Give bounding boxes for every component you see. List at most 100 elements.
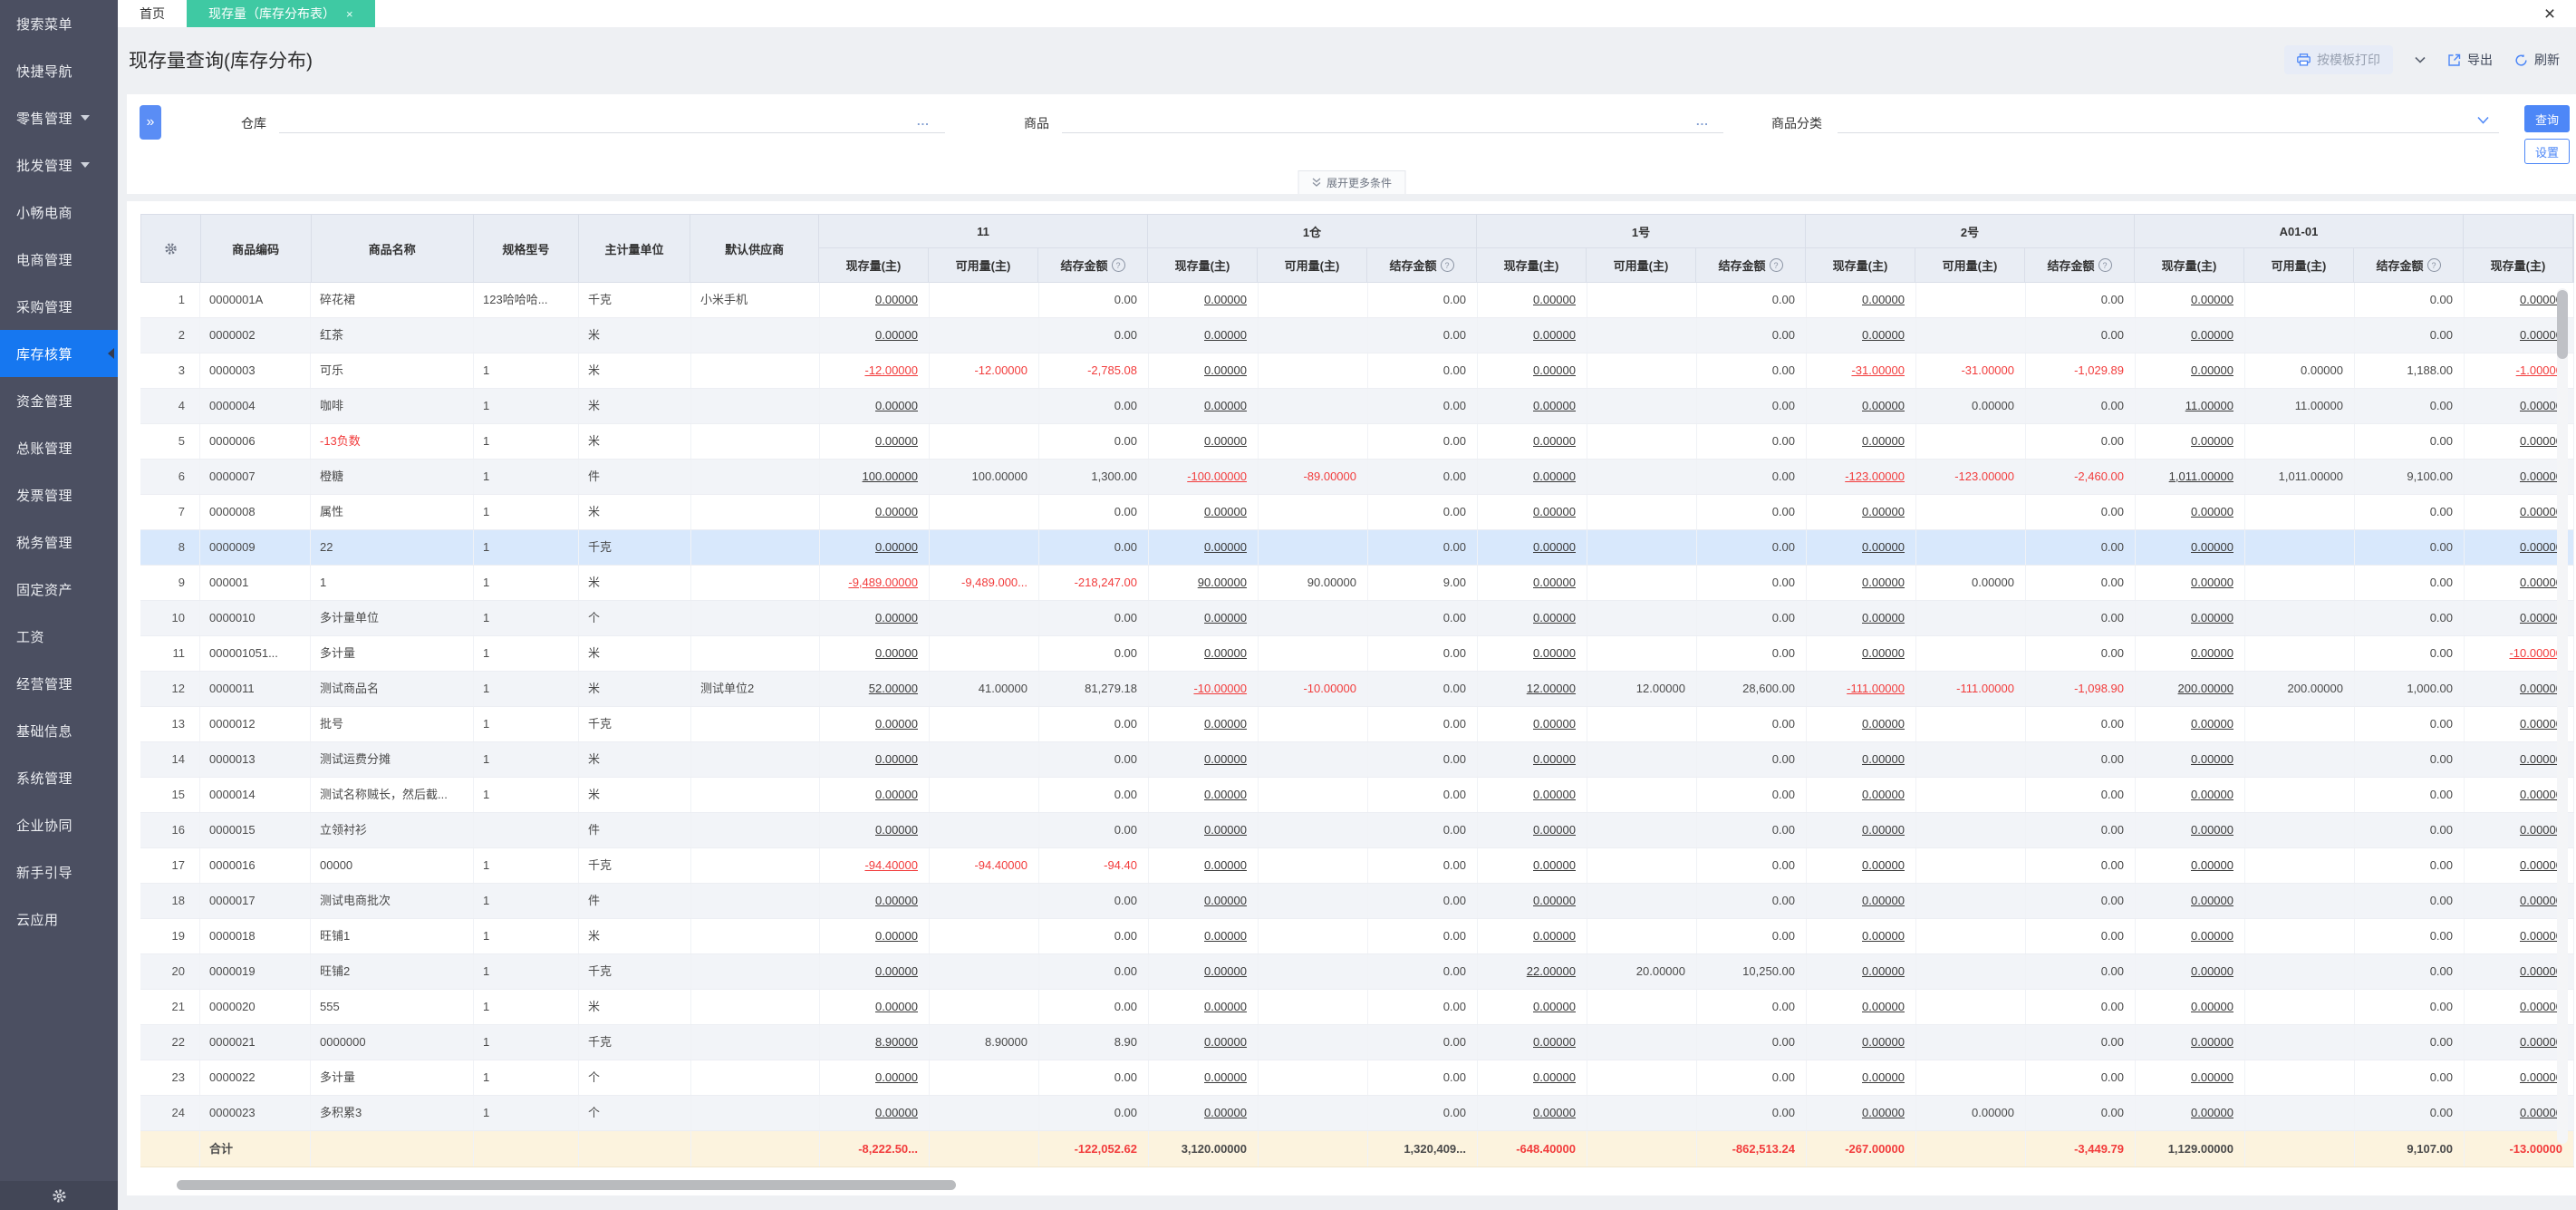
- stock-qty-link[interactable]: 0.00000: [1533, 788, 1576, 801]
- close-icon[interactable]: ×: [2543, 4, 2556, 24]
- stock-qty-link[interactable]: 0.00000: [875, 611, 918, 624]
- stock-qty-link[interactable]: 0.00000: [1533, 540, 1576, 554]
- stock-qty-link[interactable]: 0.00000: [1862, 858, 1905, 872]
- stock-qty-link[interactable]: 0.00000: [1533, 576, 1576, 589]
- stock-qty-link[interactable]: 0.00000: [2520, 1106, 2562, 1119]
- stock-qty-link[interactable]: 0.00000: [875, 540, 918, 554]
- stock-qty-link[interactable]: -1.00000: [2515, 363, 2562, 377]
- stock-qty-link[interactable]: 0.00000: [875, 823, 918, 837]
- stock-qty-link[interactable]: 0.00000: [1533, 646, 1576, 660]
- stock-qty-link[interactable]: 200.00000: [2177, 682, 2233, 695]
- stock-qty-link[interactable]: 0.00000: [1862, 1106, 1905, 1119]
- stock-qty-link[interactable]: 0.00000: [2520, 1035, 2562, 1049]
- category-chevron-down-icon[interactable]: [2477, 116, 2489, 124]
- stock-qty-link[interactable]: 0.00000: [2520, 1000, 2562, 1013]
- stock-qty-link[interactable]: 0.00000: [2191, 1000, 2233, 1013]
- sidebar-item-零售管理[interactable]: 零售管理: [0, 94, 118, 141]
- stock-qty-link[interactable]: 0.00000: [1204, 434, 1247, 448]
- stock-qty-link[interactable]: 0.00000: [875, 328, 918, 342]
- stock-qty-link[interactable]: 8.90000: [875, 1035, 918, 1049]
- table-row[interactable]: 15 0000014 测试名称贼长，然后截... 1 米 0.00000 0.00 0.000…: [140, 778, 2574, 813]
- table-row[interactable]: 24 0000023 多积累3 1 个 0.00000 0.00 0.00000 0.00 0.0…: [140, 1096, 2574, 1131]
- table-row[interactable]: 10 0000010 多计量单位 1 个 0.00000 0.00 0.00000 0.00 0.…: [140, 601, 2574, 636]
- stock-qty-link[interactable]: -10.00000: [2509, 646, 2562, 660]
- query-button[interactable]: 查询: [2524, 105, 2570, 132]
- stock-qty-link[interactable]: 0.00000: [1533, 752, 1576, 766]
- stock-qty-link[interactable]: 0.00000: [875, 788, 918, 801]
- sidebar-item-库存核算[interactable]: 库存核算: [0, 330, 118, 377]
- sidebar-item-采购管理[interactable]: 采购管理: [0, 283, 118, 330]
- table-row[interactable]: 19 0000018 旺铺1 1 米 0.00000 0.00 0.00000 0.00 0.00…: [140, 919, 2574, 954]
- stock-qty-link[interactable]: 12.00000: [1526, 682, 1576, 695]
- stock-qty-link[interactable]: 0.00000: [2520, 434, 2562, 448]
- stock-qty-link[interactable]: 0.00000: [2191, 894, 2233, 907]
- stock-qty-link[interactable]: -111.00000: [1847, 682, 1905, 695]
- warehouse-picker-ellipsis[interactable]: ...: [917, 114, 930, 128]
- sidebar-item-批发管理[interactable]: 批发管理: [0, 141, 118, 189]
- stock-qty-link[interactable]: 0.00000: [1533, 505, 1576, 518]
- stock-qty-link[interactable]: 0.00000: [1862, 1035, 1905, 1049]
- sidebar-item-快捷导航[interactable]: 快捷导航: [0, 47, 118, 94]
- table-row[interactable]: 12 0000011 测试商品名 1 米测试单位2 52.00000 41.00000 81,…: [140, 672, 2574, 707]
- sidebar-item-经营管理[interactable]: 经营管理: [0, 660, 118, 707]
- table-row[interactable]: 14 0000013 测试运费分摊 1 米 0.00000 0.00 0.00000 0.00 0…: [140, 742, 2574, 778]
- stock-qty-link[interactable]: 0.00000: [2191, 1035, 2233, 1049]
- stock-qty-link[interactable]: 0.00000: [1533, 611, 1576, 624]
- tab-close-icon[interactable]: ×: [346, 6, 353, 21]
- table-row[interactable]: 5 0000006 -13负数 1 米 0.00000 0.00 0.00000 0.00 0.0…: [140, 424, 2574, 460]
- sidebar-item-小畅电商[interactable]: 小畅电商: [0, 189, 118, 236]
- help-icon[interactable]: ?: [2098, 258, 2112, 272]
- stock-qty-link[interactable]: 0.00000: [2191, 823, 2233, 837]
- table-row[interactable]: 3 0000003 可乐 1 米 -12.00000 -12.00000 -2,785.08 0…: [140, 353, 2574, 389]
- stock-qty-link[interactable]: 0.00000: [875, 964, 918, 978]
- table-row[interactable]: 6 0000007 橙糖 1 件 100.00000 100.00000 1,300.00 -1…: [140, 460, 2574, 495]
- stock-qty-link[interactable]: -12.00000: [864, 363, 918, 377]
- help-icon[interactable]: ?: [2426, 258, 2441, 272]
- stock-qty-link[interactable]: 0.00000: [1533, 717, 1576, 731]
- tab-首页[interactable]: 首页: [118, 0, 187, 27]
- stock-qty-link[interactable]: 0.00000: [1204, 646, 1247, 660]
- stock-qty-link[interactable]: 0.00000: [2191, 1070, 2233, 1084]
- stock-qty-link[interactable]: 0.00000: [1533, 1035, 1576, 1049]
- stock-qty-link[interactable]: 11.00000: [2185, 399, 2233, 412]
- stock-qty-link[interactable]: 0.00000: [1533, 1000, 1576, 1013]
- stock-qty-link[interactable]: 0.00000: [1204, 929, 1247, 943]
- table-row[interactable]: 22 0000021 0000000 1 千克 8.90000 8.90000 8.90 0.0…: [140, 1025, 2574, 1060]
- stock-qty-link[interactable]: 0.00000: [2520, 399, 2562, 412]
- table-row[interactable]: 1 0000001A 碎花裙 123哈哈哈... 千克 小米手机 0.00000 0.00 0.…: [140, 283, 2574, 318]
- stock-qty-link[interactable]: 0.00000: [2191, 328, 2233, 342]
- stock-qty-link[interactable]: 0.00000: [1862, 576, 1905, 589]
- stock-qty-link[interactable]: 0.00000: [2191, 717, 2233, 731]
- collapse-left-icon[interactable]: [108, 348, 114, 359]
- stock-qty-link[interactable]: 0.00000: [1862, 399, 1905, 412]
- stock-qty-link[interactable]: 0.00000: [2520, 717, 2562, 731]
- stock-qty-link[interactable]: 0.00000: [2520, 788, 2562, 801]
- stock-qty-link[interactable]: 0.00000: [1533, 894, 1576, 907]
- stock-qty-link[interactable]: 1,011.00000: [2168, 469, 2233, 483]
- stock-qty-link[interactable]: 0.00000: [2191, 611, 2233, 624]
- table-row[interactable]: 4 0000004 咖啡 1 米 0.00000 0.00 0.00000 0.00 0.0000…: [140, 389, 2574, 424]
- sidebar-item-工资[interactable]: 工资: [0, 613, 118, 660]
- table-row[interactable]: 11 000001051... 多计量 1 米 0.00000 0.00 0.00000 0.0…: [140, 636, 2574, 672]
- stock-qty-link[interactable]: 0.00000: [1204, 717, 1247, 731]
- stock-qty-link[interactable]: 0.00000: [2520, 964, 2562, 978]
- stock-qty-link[interactable]: 0.00000: [2520, 505, 2562, 518]
- stock-qty-link[interactable]: 0.00000: [1204, 1106, 1247, 1119]
- tab-现存量（库存分布表）[interactable]: 现存量（库存分布表） ×: [187, 0, 375, 27]
- stock-qty-link[interactable]: 0.00000: [1204, 1000, 1247, 1013]
- stock-qty-link[interactable]: 0.00000: [2191, 1106, 2233, 1119]
- stock-qty-link[interactable]: 0.00000: [1862, 328, 1905, 342]
- stock-qty-link[interactable]: 0.00000: [1862, 752, 1905, 766]
- stock-qty-link[interactable]: -100.00000: [1187, 469, 1247, 483]
- help-icon[interactable]: ?: [1769, 258, 1783, 272]
- stock-qty-link[interactable]: 0.00000: [1862, 1000, 1905, 1013]
- stock-qty-link[interactable]: 0.00000: [875, 1000, 918, 1013]
- settings-button[interactable]: 设置: [2524, 139, 2570, 164]
- stock-qty-link[interactable]: 0.00000: [2520, 469, 2562, 483]
- collapse-filters-button[interactable]: »: [140, 105, 161, 140]
- table-row[interactable]: 23 0000022 多计量 1 个 0.00000 0.00 0.00000 0.00 0.00…: [140, 1060, 2574, 1096]
- stock-qty-link[interactable]: 0.00000: [1533, 1070, 1576, 1084]
- sidebar-item-固定资产[interactable]: 固定资产: [0, 566, 118, 613]
- stock-qty-link[interactable]: 0.00000: [1862, 293, 1905, 306]
- stock-qty-link[interactable]: 0.00000: [2191, 363, 2233, 377]
